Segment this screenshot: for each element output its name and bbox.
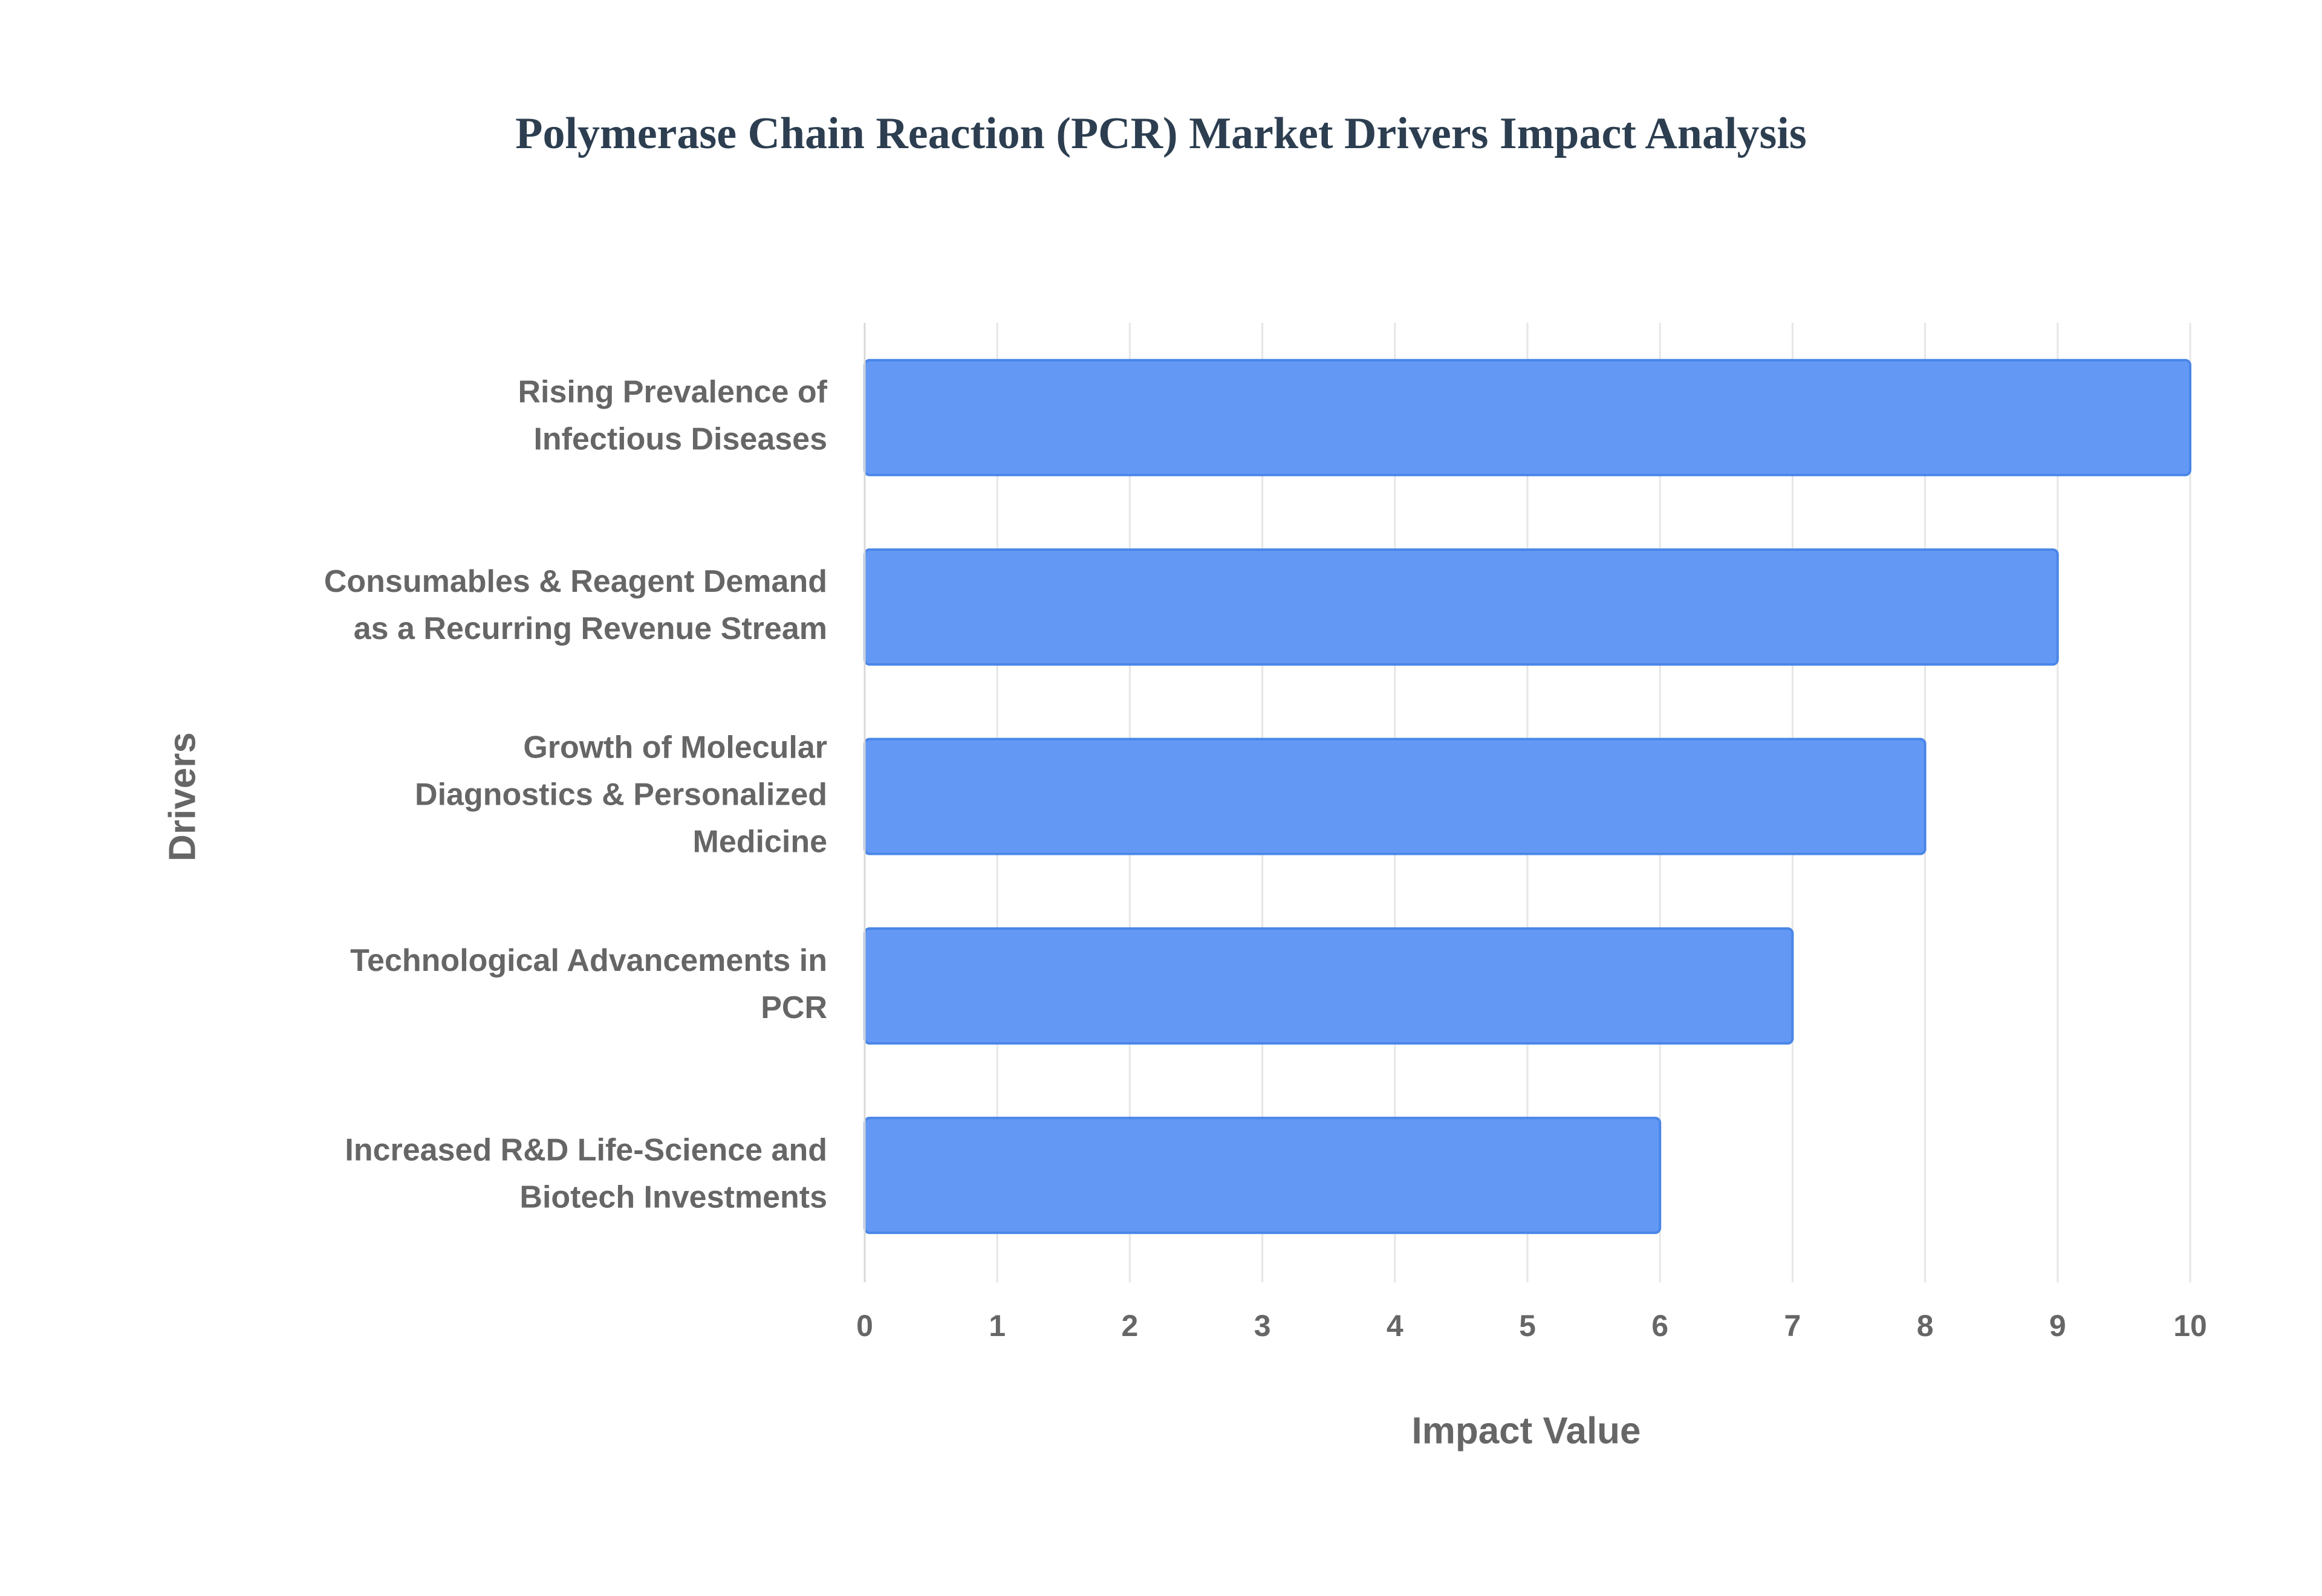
x-tick-label: 5 <box>1519 1309 1536 1343</box>
x-tick-label: 3 <box>1254 1309 1271 1343</box>
x-tick-label: 6 <box>1651 1309 1668 1343</box>
y-tick-label: Technological Advancements in PCR <box>350 943 827 1025</box>
x-tick-label: 8 <box>1917 1309 1934 1343</box>
x-tick-label: 7 <box>1784 1309 1801 1343</box>
bar <box>863 358 2191 476</box>
y-tick-label: Increased R&D Life-Science and Biotech In… <box>345 1132 827 1215</box>
x-tick-label: 9 <box>2049 1309 2066 1343</box>
x-tick-label: 10 <box>2173 1309 2207 1343</box>
x-tick-label: 4 <box>1387 1309 1403 1343</box>
x-tick-label: 0 <box>856 1309 873 1343</box>
x-tick-label: 1 <box>989 1309 1006 1343</box>
y-tick-label: Growth of Molecular Diagnostics & Persona… <box>415 730 827 859</box>
y-tick-label: Rising Prevalence of Infectious Diseases <box>518 374 827 456</box>
bar <box>863 548 2059 666</box>
y-tick-label: Consumables & Reagent Demand as a Recurri… <box>324 564 827 646</box>
bar <box>863 1117 1662 1234</box>
x-tick-label: 2 <box>1121 1309 1138 1343</box>
x-axis-title: Impact Value <box>1411 1410 1641 1452</box>
bar <box>863 927 1794 1045</box>
y-axis-title: Drivers <box>161 732 203 861</box>
chart-title: Polymerase Chain Reaction (PCR) Market D… <box>515 109 1806 158</box>
bar <box>863 738 1927 855</box>
